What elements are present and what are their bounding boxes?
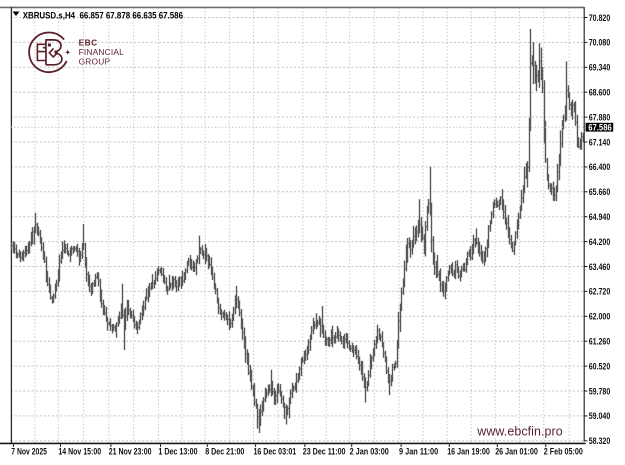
svg-text:23 Dec 11:00: 23 Dec 11:00 <box>303 446 346 456</box>
svg-text:9 Jan 11:00: 9 Jan 11:00 <box>399 446 438 456</box>
svg-text:1 Dec 13:00: 1 Dec 13:00 <box>158 446 197 456</box>
svg-text:26 Jan 01:00: 26 Jan 01:00 <box>495 446 538 456</box>
svg-text:64.940: 64.940 <box>589 212 611 222</box>
svg-text:64.200: 64.200 <box>589 237 611 247</box>
svg-text:7 Nov 2025: 7 Nov 2025 <box>11 446 47 456</box>
svg-text:8 Dec 21:00: 8 Dec 21:00 <box>205 446 244 456</box>
svg-text:63.460: 63.460 <box>589 262 611 272</box>
svg-text:70.080: 70.080 <box>589 38 611 48</box>
svg-text:14 Nov 15:00: 14 Nov 15:00 <box>58 446 101 456</box>
svg-text:GROUP: GROUP <box>79 57 111 67</box>
svg-text:16 Jan 19:00: 16 Jan 19:00 <box>447 446 490 456</box>
svg-text:65.660: 65.660 <box>589 187 611 197</box>
svg-text:62.720: 62.720 <box>589 287 611 297</box>
svg-text:XBRUSD.s,H4 66.857 67.878 66.: XBRUSD.s,H4 66.857 67.878 66.635 67.586 <box>23 10 183 20</box>
svg-text:59.040: 59.040 <box>589 411 611 421</box>
svg-text:69.340: 69.340 <box>589 63 611 73</box>
svg-text:16 Dec 03:01: 16 Dec 03:01 <box>254 446 297 456</box>
svg-text:21 Nov 23:00: 21 Nov 23:00 <box>109 446 152 456</box>
svg-text:EBC: EBC <box>79 37 98 47</box>
svg-text:70.820: 70.820 <box>589 13 611 23</box>
svg-text:FINANCIAL: FINANCIAL <box>79 47 125 57</box>
svg-text:59.780: 59.780 <box>589 386 611 396</box>
svg-text:61.260: 61.260 <box>589 337 611 347</box>
svg-text:2 Feb 05:00: 2 Feb 05:00 <box>544 446 583 456</box>
svg-text:66.400: 66.400 <box>589 162 611 172</box>
svg-text:www.ebcfin.pro: www.ebcfin.pro <box>476 424 562 439</box>
svg-text:2 Jan 03:00: 2 Jan 03:00 <box>350 446 389 456</box>
svg-text:58.320: 58.320 <box>589 436 611 446</box>
svg-text:67.140: 67.140 <box>589 137 611 147</box>
svg-text:67.586: 67.586 <box>588 122 612 132</box>
svg-text:68.600: 68.600 <box>589 88 611 98</box>
svg-text:67.880: 67.880 <box>589 112 611 122</box>
svg-text:60.520: 60.520 <box>589 361 611 371</box>
svg-text:62.000: 62.000 <box>589 312 611 322</box>
